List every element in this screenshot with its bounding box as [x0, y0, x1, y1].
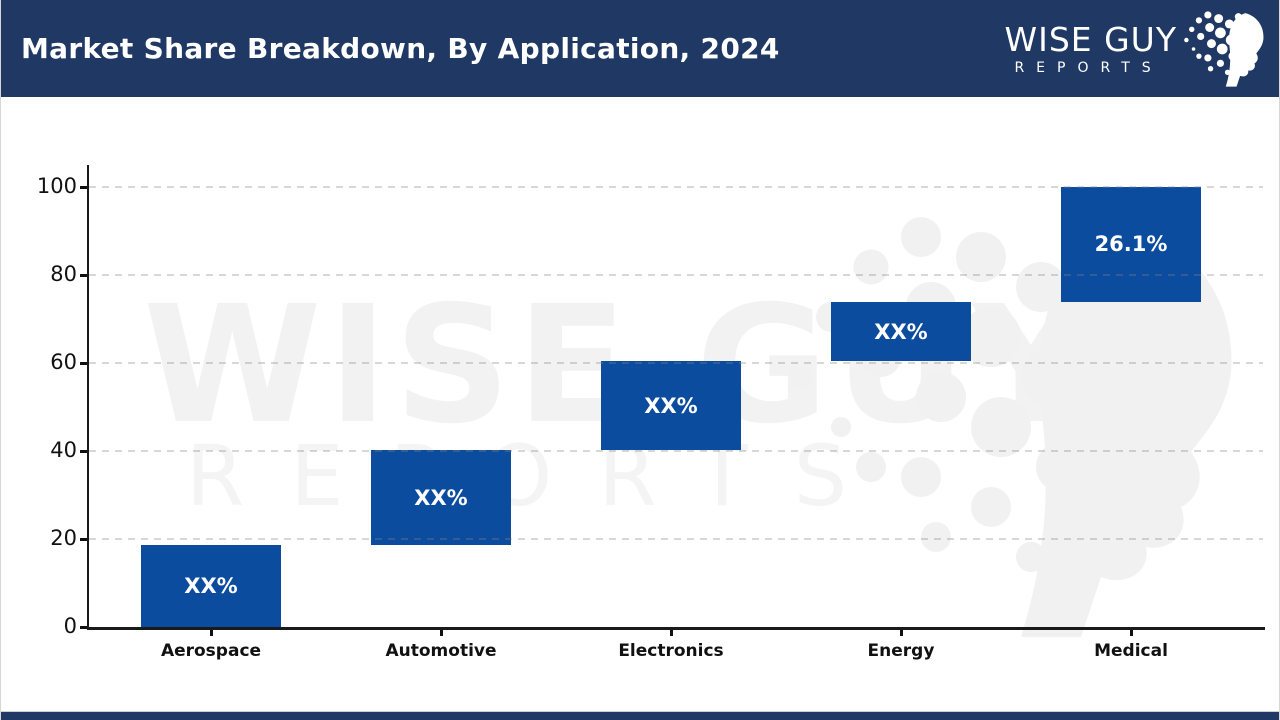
- gridline-80: [89, 274, 1263, 276]
- y-tick-0: [80, 626, 89, 629]
- logo-subtext: REPORTS: [1014, 59, 1163, 76]
- x-category-label-aerospace: Aerospace: [160, 641, 262, 661]
- x-tick-medical: [1130, 627, 1133, 636]
- y-tick-60: [80, 362, 89, 365]
- bar-value-label-energy: XX%: [874, 319, 928, 344]
- footer-bar: [1, 711, 1279, 720]
- y-tick-label-40: 40: [50, 438, 77, 462]
- wiseguy-logo-text: WISE GUY REPORTS: [1004, 23, 1177, 75]
- gridline-40: [89, 450, 1263, 452]
- bar-value-label-aerospace: XX%: [184, 574, 238, 599]
- gridline-60: [89, 362, 1263, 364]
- bar-value-label-electronics: XX%: [644, 393, 698, 418]
- y-tick-40: [80, 450, 89, 453]
- bar-value-label-automotive: XX%: [414, 485, 468, 510]
- y-tick-label-0: 0: [63, 614, 77, 638]
- y-tick-label-100: 100: [36, 174, 77, 198]
- x-tick-energy: [900, 627, 903, 636]
- chart-region: WISE GUY REPORTS 020406080100XX%Aerospac…: [1, 97, 1279, 712]
- x-tick-electronics: [670, 627, 673, 636]
- bar-automotive: XX%: [371, 450, 511, 546]
- y-axis-line: [86, 165, 89, 630]
- gridline-100: [89, 186, 1263, 188]
- x-category-label-electronics: Electronics: [618, 641, 724, 661]
- x-axis-line: [86, 627, 1265, 630]
- chart-title: Market Share Breakdown, By Application, …: [21, 32, 780, 65]
- gridline-20: [89, 538, 1263, 540]
- y-tick-100: [80, 186, 89, 189]
- y-tick-label-20: 20: [50, 526, 77, 550]
- y-tick-label-60: 60: [50, 350, 77, 374]
- wiseguy-face-icon: [1184, 10, 1264, 87]
- x-category-label-automotive: Automotive: [385, 641, 497, 661]
- x-category-label-medical: Medical: [1094, 641, 1168, 661]
- wiseguy-logo: WISE GUY REPORTS: [1004, 9, 1267, 89]
- x-category-label-energy: Energy: [867, 641, 935, 661]
- x-tick-aerospace: [210, 627, 213, 636]
- y-tick-20: [80, 538, 89, 541]
- bar-aerospace: XX%: [141, 545, 281, 627]
- logo-wordmark: WISE GUY: [1004, 19, 1177, 59]
- bar-electronics: XX%: [601, 361, 741, 451]
- x-tick-automotive: [440, 627, 443, 636]
- bar-energy: XX%: [831, 301, 971, 362]
- y-tick-80: [80, 274, 89, 277]
- y-tick-label-80: 80: [50, 262, 77, 286]
- header-bar: Market Share Breakdown, By Application, …: [1, 0, 1279, 97]
- bar-medical: 26.1%: [1061, 187, 1201, 302]
- bar-value-label-medical: 26.1%: [1094, 232, 1168, 257]
